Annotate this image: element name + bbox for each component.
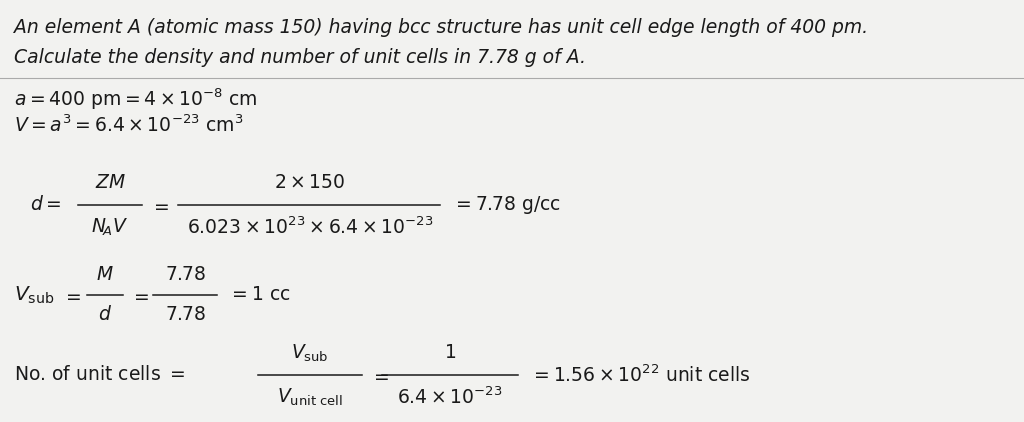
Text: $= 1.56 \times 10^{22}\ \mathrm{unit\ cells}$: $= 1.56 \times 10^{22}\ \mathrm{unit\ ce… xyxy=(530,364,751,386)
Text: $d =$: $d =$ xyxy=(30,195,61,214)
Text: $6.023 \times 10^{23} \times 6.4 \times 10^{-23}$: $6.023 \times 10^{23} \times 6.4 \times … xyxy=(186,216,433,238)
Text: $7.78$: $7.78$ xyxy=(165,265,206,284)
Text: $V_{\mathrm{sub}}$: $V_{\mathrm{sub}}$ xyxy=(14,284,54,306)
Text: $M$: $M$ xyxy=(96,265,114,284)
Text: $=$: $=$ xyxy=(371,365,390,384)
Text: $= 1\ \mathrm{cc}$: $= 1\ \mathrm{cc}$ xyxy=(228,286,291,305)
Text: $= 7.78\ \mathrm{g/cc}$: $= 7.78\ \mathrm{g/cc}$ xyxy=(452,194,561,216)
Text: $ZM$: $ZM$ xyxy=(94,173,126,192)
Text: $N_{\!A}V$: $N_{\!A}V$ xyxy=(91,216,129,238)
Text: $a = 400\ \mathrm{pm} = 4 \times 10^{-8}\ \mathrm{cm}$: $a = 400\ \mathrm{pm} = 4 \times 10^{-8}… xyxy=(14,86,258,111)
Text: $V = a^3 = 6.4 \times 10^{-23}\ \mathrm{cm^3}$: $V = a^3 = 6.4 \times 10^{-23}\ \mathrm{… xyxy=(14,115,244,136)
Text: Calculate the density and number of unit cells in 7.78 g of A.: Calculate the density and number of unit… xyxy=(14,48,586,67)
Text: $6.4 \times 10^{-23}$: $6.4 \times 10^{-23}$ xyxy=(397,386,503,408)
Text: $2 \times 150$: $2 \times 150$ xyxy=(274,173,346,192)
Text: $7.78$: $7.78$ xyxy=(165,306,206,325)
Text: An element A (atomic mass 150) having bcc structure has unit cell edge length of: An element A (atomic mass 150) having bc… xyxy=(14,18,868,37)
Text: $=$: $=$ xyxy=(130,286,150,305)
Text: $d$: $d$ xyxy=(98,306,112,325)
Text: $=$: $=$ xyxy=(62,286,82,305)
Text: No. of unit cells $=$: No. of unit cells $=$ xyxy=(14,365,185,384)
Text: $V_{\mathrm{unit\ cell}}$: $V_{\mathrm{unit\ cell}}$ xyxy=(278,387,343,408)
Text: $V_{\mathrm{sub}}$: $V_{\mathrm{sub}}$ xyxy=(291,342,329,364)
Text: $=$: $=$ xyxy=(151,195,170,214)
Text: $1$: $1$ xyxy=(444,344,456,362)
